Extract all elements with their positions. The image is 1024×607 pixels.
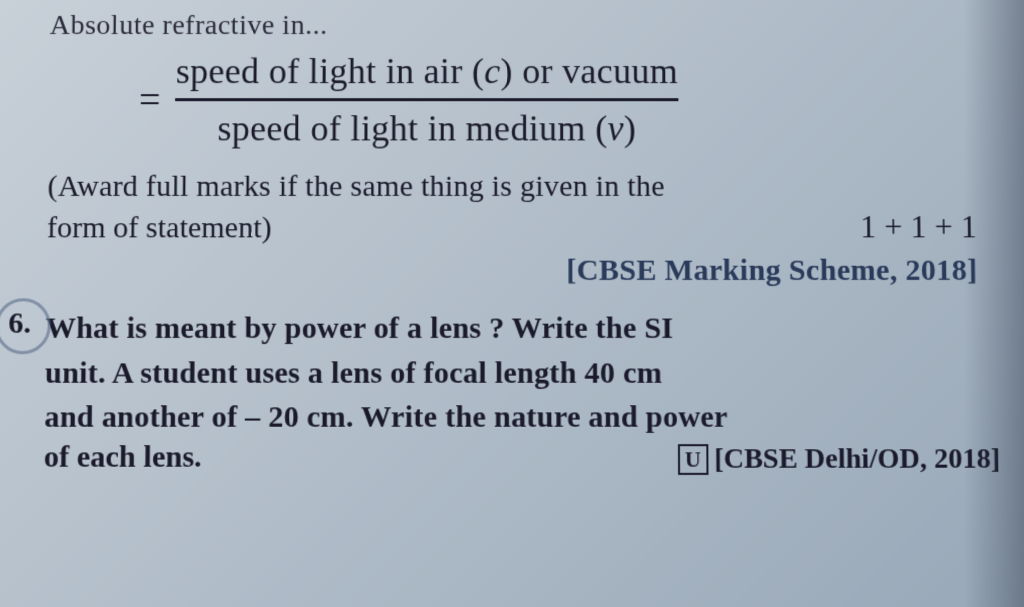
numerator: speed of light in air (c) or vacuum (176, 50, 679, 98)
u-box-icon: U (678, 444, 709, 475)
question-line-2: unit. A student uses a lens of focal len… (45, 351, 1000, 395)
award-note-row-2: form of statement) 1 + 1 + 1 (47, 208, 997, 245)
award-note-line-1: (Award full marks if the same thing is g… (47, 170, 996, 204)
question-last-row: of each lens. U [CBSE Delhi/OD, 2018] (44, 440, 1001, 476)
question-number: . 6. (0, 306, 31, 341)
denominator-variable: v (607, 108, 623, 148)
source-reference: U [CBSE Delhi/OD, 2018] (678, 443, 1001, 476)
textbook-page: Absolute refractive in... = speed of lig… (44, 10, 1001, 475)
page-shadow (964, 0, 1024, 607)
numerator-text-pre: speed of light in air ( (176, 51, 485, 91)
question-block: . 6. What is meant by power of a lens ? … (44, 306, 1001, 475)
equals-sign: = (139, 78, 161, 122)
source-text: [CBSE Delhi/OD, 2018] (714, 443, 1000, 476)
question-line-4: of each lens. (44, 440, 202, 475)
award-note-line-2: form of statement) (47, 211, 272, 245)
marks-breakdown: 1 + 1 + 1 (860, 208, 977, 245)
fraction: speed of light in air (c) or vacuum spee… (175, 50, 678, 149)
denominator: speed of light in medium (v) (217, 101, 636, 149)
partial-header-text: Absolute refractive in... (50, 10, 995, 42)
refractive-index-formula: = speed of light in air (c) or vacuum sp… (138, 50, 995, 149)
denominator-text-pre: speed of light in medium ( (217, 108, 607, 148)
question-line-3: and another of – 20 cm. Write the nature… (44, 395, 1000, 440)
marking-scheme-reference: [CBSE Marking Scheme, 2018] (46, 254, 977, 288)
numerator-variable: c (484, 51, 500, 91)
denominator-text-post: ) (624, 108, 636, 148)
question-line-1: What is meant by power of a lens ? Write… (45, 306, 998, 350)
numerator-text-post: ) or vacuum (500, 51, 678, 91)
